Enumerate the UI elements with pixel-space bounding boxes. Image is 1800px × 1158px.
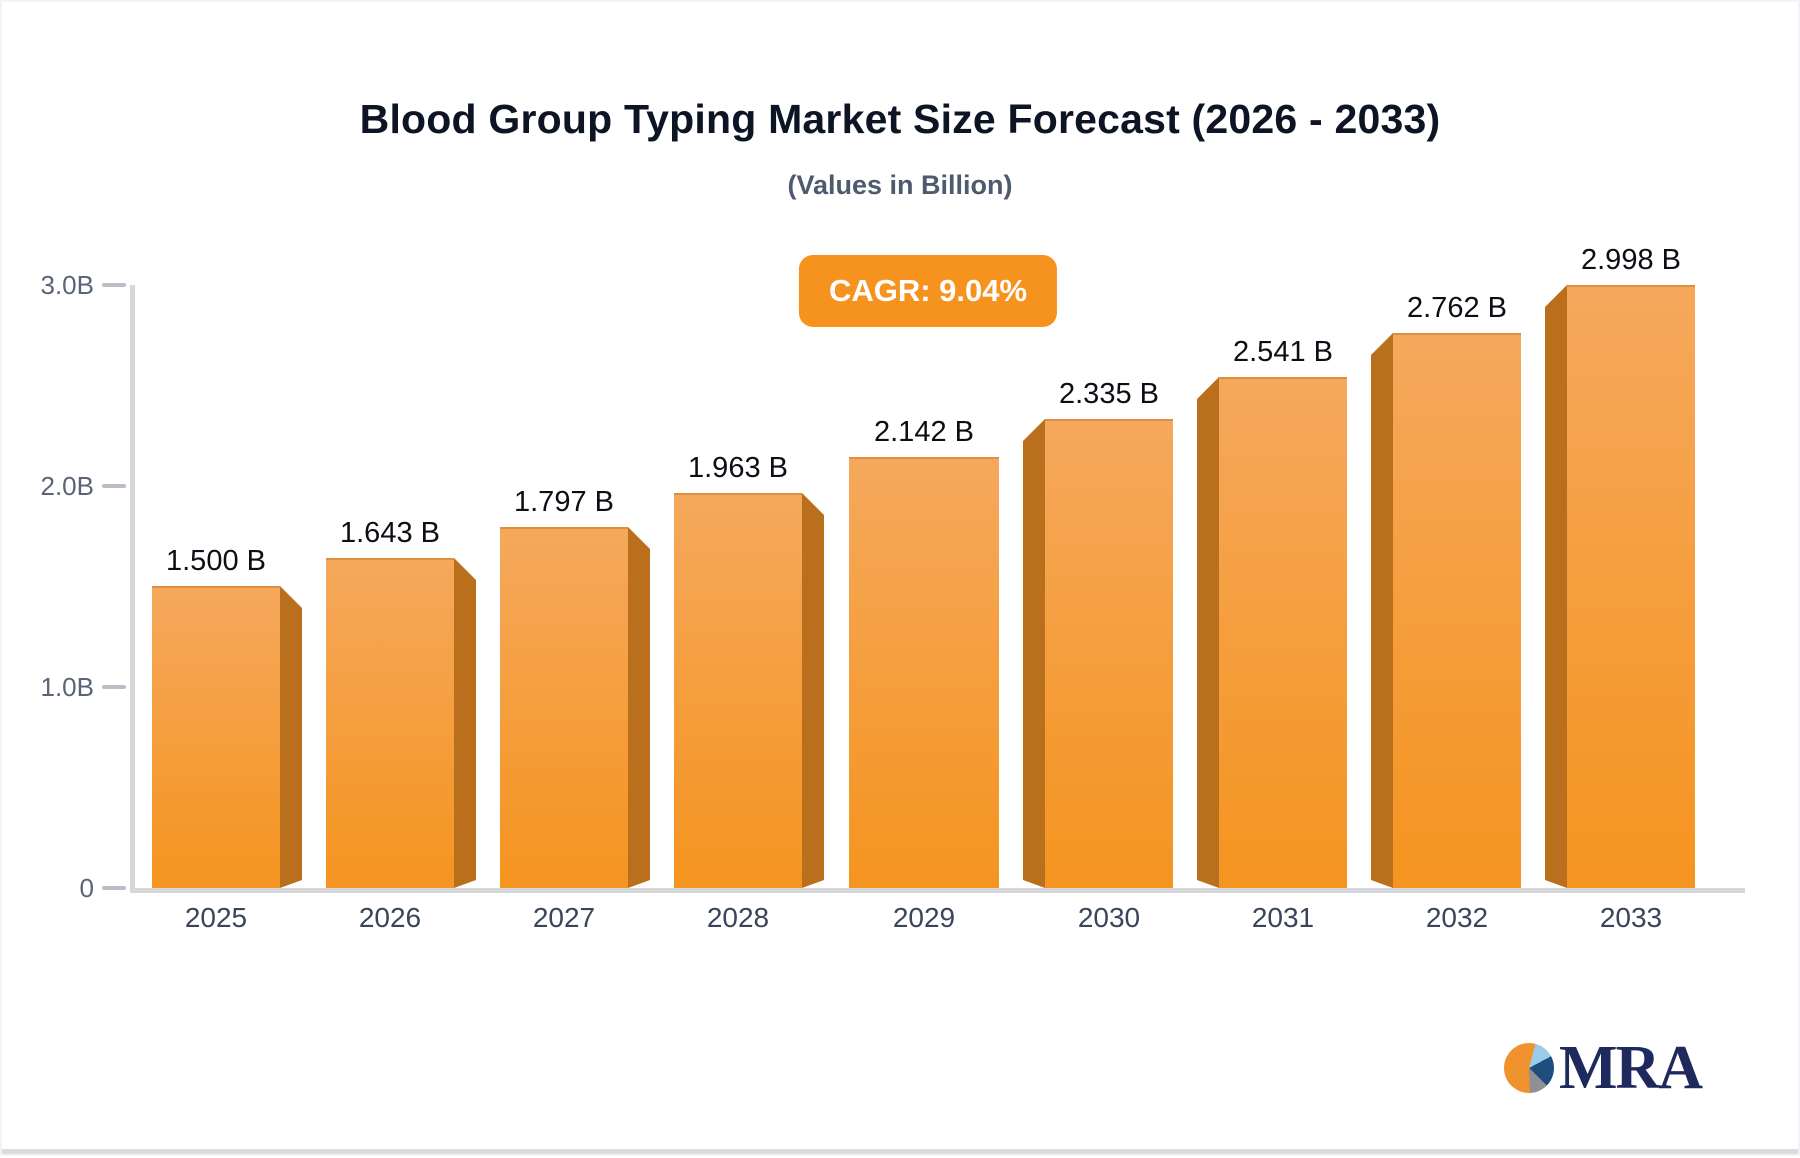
bar-2033 <box>1567 285 1695 888</box>
bar-side-face <box>280 586 302 888</box>
cagr-badge-label: CAGR: 9.04% <box>828 273 1028 308</box>
bar-value-label: 2.762 B <box>1407 292 1507 324</box>
y-tick-label: 2.0B <box>40 471 95 501</box>
chart-subtitle: (Values in Billion) <box>787 170 1013 200</box>
y-tick-mark <box>102 283 126 287</box>
bar-side-face <box>802 493 824 888</box>
bar-value-label: 2.335 B <box>1059 378 1159 410</box>
x-tick-label: 2025 <box>184 902 248 933</box>
x-tick-label: 2030 <box>1077 902 1141 933</box>
bar-2031 <box>1219 377 1347 888</box>
mra-logo: MRA <box>1504 1034 1703 1102</box>
y-axis-line <box>130 285 135 893</box>
x-tick-label: 2027 <box>532 902 596 933</box>
x-axis-line <box>130 888 1745 893</box>
y-tick-label: 0 <box>79 873 94 903</box>
bar-value-label: 2.142 B <box>874 416 974 448</box>
bar-side-face <box>1023 419 1045 888</box>
y-tick-mark <box>102 484 126 488</box>
bar-2030 <box>1045 419 1173 888</box>
bar-side-face <box>1545 285 1567 888</box>
bar-side-face <box>1197 377 1219 888</box>
pie-chart-icon <box>1504 1043 1554 1093</box>
bar-2029 <box>849 457 999 888</box>
bar-2028 <box>674 493 802 888</box>
x-tick-label: 2028 <box>706 902 770 933</box>
bar-value-label: 1.643 B <box>340 517 440 549</box>
y-tick-label: 3.0B <box>40 270 95 300</box>
bar-value-label: 2.541 B <box>1233 336 1333 368</box>
x-tick-label: 2033 <box>1599 902 1663 933</box>
cagr-badge: CAGR: 9.04% <box>798 255 1058 327</box>
y-tick-mark <box>102 685 126 689</box>
bar-value-label: 1.500 B <box>166 545 266 577</box>
bar-side-face <box>454 558 476 888</box>
x-tick-label: 2026 <box>358 902 422 933</box>
bar-value-label: 1.963 B <box>688 452 788 484</box>
bar-2032 <box>1393 333 1521 888</box>
x-tick-label: 2031 <box>1251 902 1315 933</box>
bar-value-label: 1.797 B <box>514 486 614 518</box>
bar-side-face <box>1371 333 1393 888</box>
bar-side-face <box>628 527 650 888</box>
chart-title: Blood Group Typing Market Size Forecast … <box>359 96 1441 142</box>
x-tick-label: 2029 <box>892 902 956 933</box>
bar-2026 <box>326 558 454 888</box>
x-tick-label: 2032 <box>1425 902 1489 933</box>
y-tick-label: 1.0B <box>40 672 95 702</box>
page-bottom-border <box>2 1149 1798 1154</box>
bar-value-label: 2.998 B <box>1581 244 1681 276</box>
mra-logo-text: MRA <box>1559 1034 1703 1102</box>
bar-2025 <box>152 586 280 888</box>
bar-2027 <box>500 527 628 888</box>
y-tick-mark <box>102 886 126 890</box>
